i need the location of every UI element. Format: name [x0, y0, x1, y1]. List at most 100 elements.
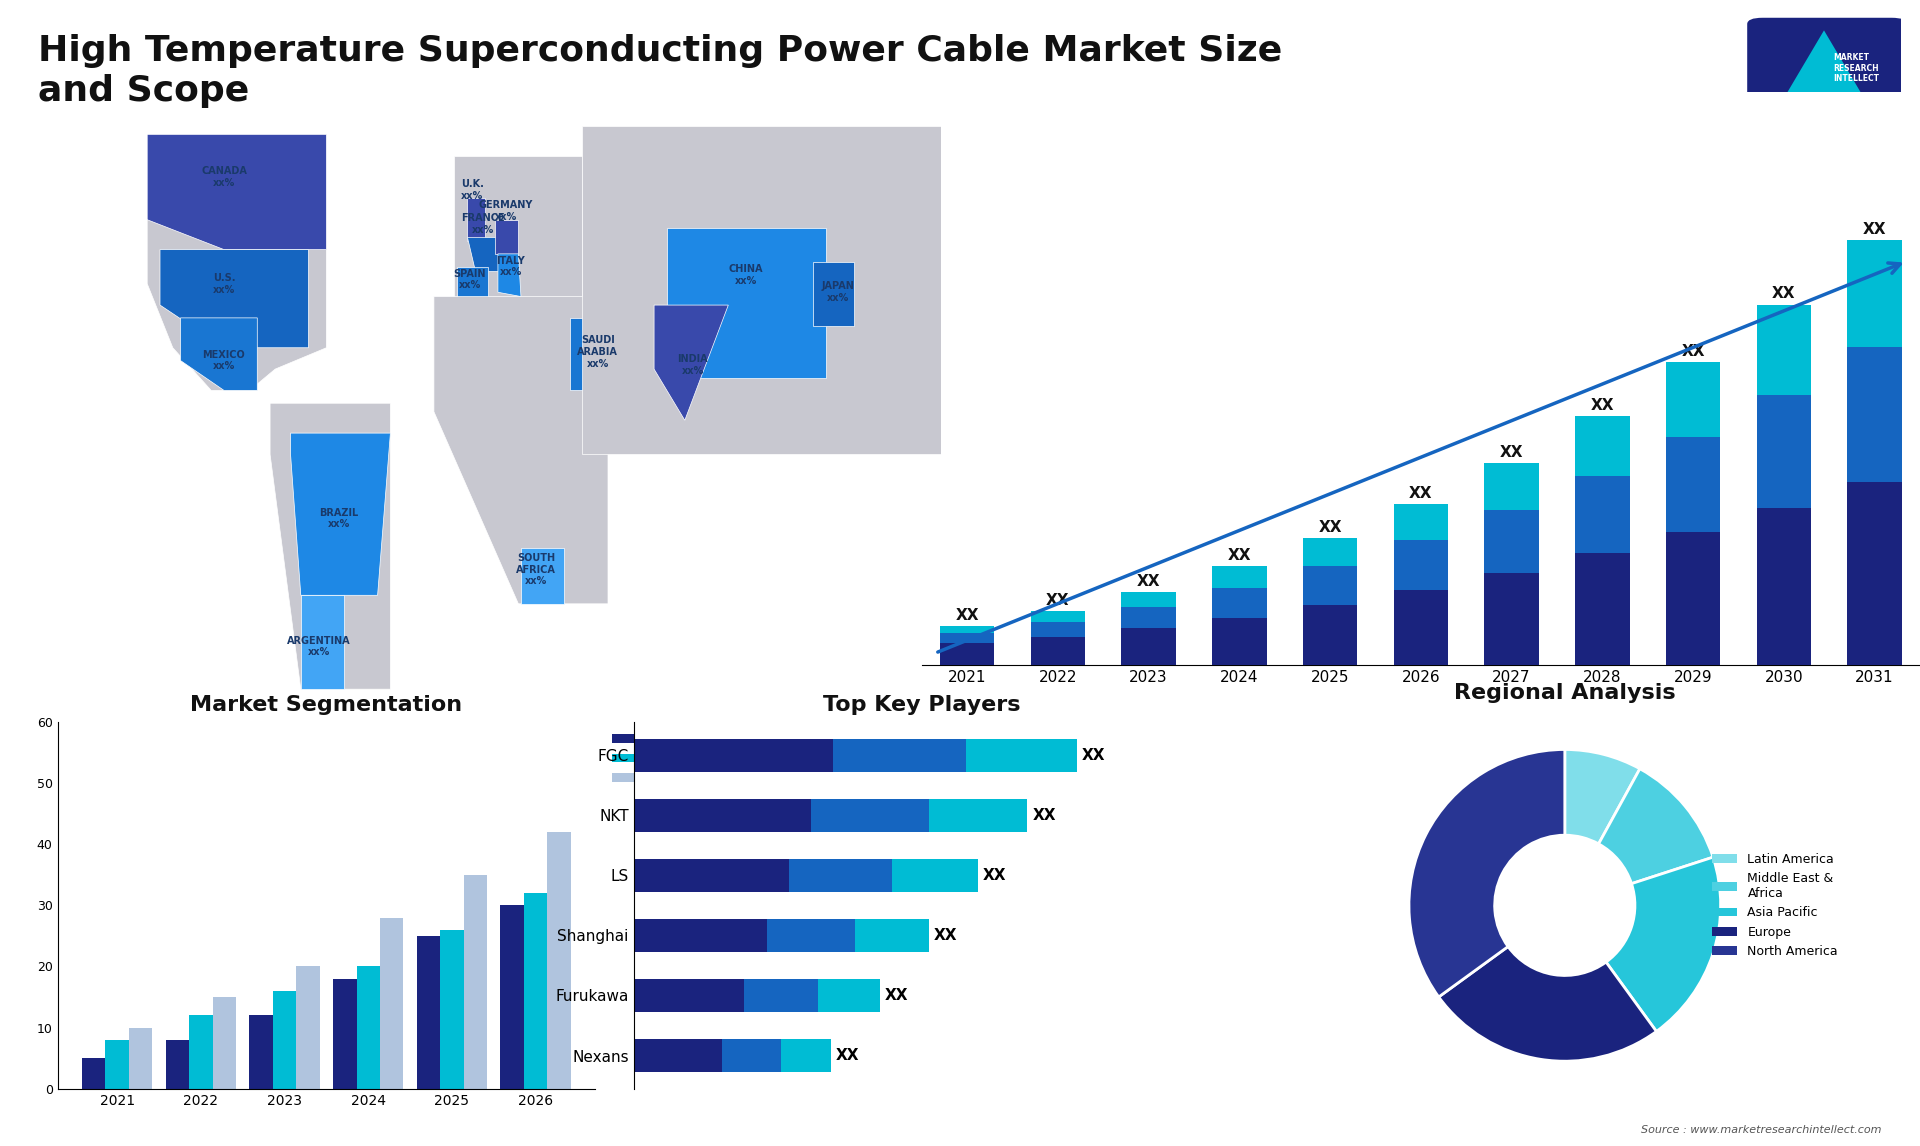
- Bar: [1847, 241, 1903, 347]
- Text: SPAIN
xx%: SPAIN xx%: [453, 268, 486, 290]
- Text: XX: XX: [1033, 808, 1056, 823]
- Bar: [1667, 532, 1720, 665]
- Text: XX: XX: [956, 607, 979, 623]
- Bar: [854, 919, 929, 952]
- Polygon shape: [655, 305, 728, 421]
- Polygon shape: [457, 267, 488, 300]
- Polygon shape: [180, 317, 257, 391]
- Polygon shape: [148, 134, 326, 250]
- Bar: [634, 919, 766, 952]
- Polygon shape: [495, 220, 518, 254]
- Bar: [1031, 622, 1085, 637]
- Bar: [1304, 539, 1357, 566]
- Bar: [1394, 590, 1448, 665]
- Bar: [1574, 416, 1630, 476]
- Text: XX: XX: [835, 1047, 858, 1063]
- Text: ARGENTINA
xx%: ARGENTINA xx%: [286, 636, 351, 658]
- Wedge shape: [1599, 769, 1713, 884]
- Polygon shape: [812, 262, 854, 327]
- Polygon shape: [455, 156, 582, 305]
- Text: INDIA
xx%: INDIA xx%: [678, 354, 708, 376]
- Polygon shape: [1772, 31, 1876, 118]
- Legend: Type, Application, Geography: Type, Application, Geography: [607, 728, 722, 790]
- Bar: [939, 643, 995, 665]
- Bar: [1574, 476, 1630, 554]
- Bar: [1031, 637, 1085, 665]
- Bar: [893, 858, 977, 892]
- Text: XX: XX: [933, 928, 958, 943]
- Bar: [634, 739, 833, 771]
- Polygon shape: [467, 237, 501, 270]
- Bar: [1212, 588, 1267, 618]
- Text: XX: XX: [1862, 222, 1885, 237]
- Bar: [440, 929, 463, 1089]
- Text: XX: XX: [1081, 747, 1106, 763]
- Bar: [547, 832, 570, 1089]
- Bar: [722, 1039, 781, 1072]
- Bar: [810, 799, 929, 832]
- Polygon shape: [148, 198, 326, 391]
- Wedge shape: [1438, 947, 1657, 1061]
- Bar: [1394, 541, 1448, 590]
- Polygon shape: [301, 595, 344, 689]
- Bar: [745, 979, 818, 1012]
- Title: Regional Analysis: Regional Analysis: [1453, 683, 1676, 704]
- Polygon shape: [434, 297, 609, 604]
- Text: JAPAN
xx%: JAPAN xx%: [822, 282, 854, 303]
- Bar: [1304, 566, 1357, 605]
- Bar: [1574, 554, 1630, 665]
- Bar: [332, 979, 357, 1089]
- Bar: [1212, 566, 1267, 588]
- Bar: [766, 919, 854, 952]
- Bar: [380, 918, 403, 1089]
- Text: XX: XX: [983, 868, 1006, 882]
- Bar: [1484, 510, 1538, 573]
- Text: BRAZIL
xx%: BRAZIL xx%: [319, 508, 359, 529]
- Polygon shape: [467, 198, 486, 241]
- Text: XX: XX: [1590, 398, 1615, 413]
- Text: MEXICO
xx%: MEXICO xx%: [204, 350, 246, 371]
- Bar: [1667, 438, 1720, 532]
- Bar: [190, 1015, 213, 1089]
- Bar: [1121, 606, 1175, 628]
- FancyBboxPatch shape: [1747, 17, 1907, 131]
- Bar: [939, 626, 995, 633]
- Text: Source : www.marketresearchintellect.com: Source : www.marketresearchintellect.com: [1642, 1124, 1882, 1135]
- Bar: [634, 1039, 722, 1072]
- Bar: [929, 799, 1027, 832]
- Bar: [1304, 605, 1357, 665]
- Polygon shape: [582, 126, 941, 455]
- Bar: [1757, 305, 1811, 394]
- Bar: [357, 966, 380, 1089]
- Text: ITALY
xx%: ITALY xx%: [497, 256, 524, 277]
- Wedge shape: [1605, 857, 1720, 1031]
- Text: MARKET
RESEARCH
INTELLECT: MARKET RESEARCH INTELLECT: [1834, 53, 1880, 84]
- Text: U.K.
xx%: U.K. xx%: [461, 179, 484, 201]
- Text: CHINA
xx%: CHINA xx%: [730, 265, 764, 286]
- Text: CANADA
xx%: CANADA xx%: [202, 166, 248, 188]
- Bar: [463, 874, 488, 1089]
- Bar: [250, 1015, 273, 1089]
- Legend: Latin America, Middle East &
Africa, Asia Pacific, Europe, North America: Latin America, Middle East & Africa, Asi…: [1707, 848, 1843, 963]
- Bar: [634, 799, 810, 832]
- Text: SAUDI
ARABIA
xx%: SAUDI ARABIA xx%: [578, 336, 618, 369]
- Bar: [296, 966, 321, 1089]
- Bar: [129, 1028, 152, 1089]
- Bar: [789, 858, 893, 892]
- Bar: [273, 991, 296, 1089]
- Bar: [939, 633, 995, 643]
- Bar: [213, 997, 236, 1089]
- Bar: [524, 893, 547, 1089]
- Text: FRANCE
xx%: FRANCE xx%: [461, 213, 505, 235]
- Text: XX: XX: [1409, 486, 1432, 501]
- Bar: [501, 905, 524, 1089]
- Text: U.S.
xx%: U.S. xx%: [213, 273, 236, 295]
- Polygon shape: [666, 228, 826, 378]
- Text: XX: XX: [1137, 574, 1160, 589]
- Bar: [833, 739, 966, 771]
- Polygon shape: [271, 403, 390, 689]
- Bar: [1847, 347, 1903, 482]
- Bar: [417, 936, 440, 1089]
- Bar: [634, 979, 745, 1012]
- Bar: [1031, 611, 1085, 622]
